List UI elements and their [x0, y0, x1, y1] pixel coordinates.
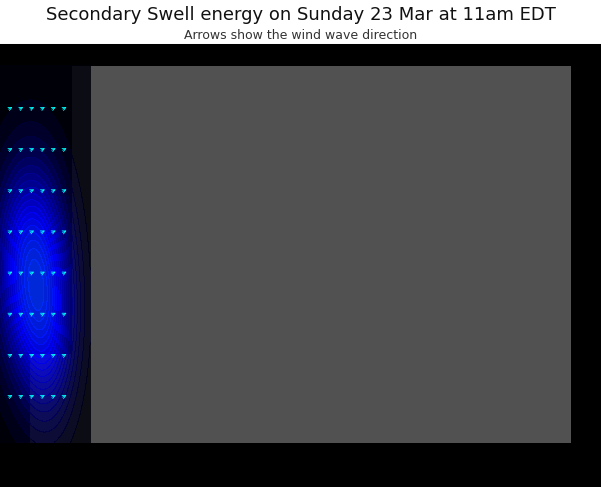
Text: Secondary Swell energy on Sunday 23 Mar at 11am EDT: Secondary Swell energy on Sunday 23 Mar …: [46, 6, 555, 24]
Bar: [30, 66, 571, 443]
Text: Arrows show the wind wave direction: Arrows show the wind wave direction: [184, 29, 417, 42]
Bar: [0, 44, 72, 354]
